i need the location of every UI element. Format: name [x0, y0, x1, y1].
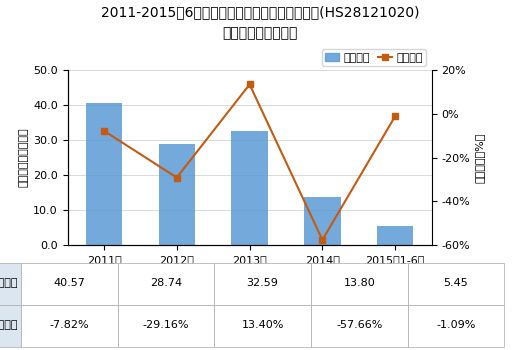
Bar: [231, 131, 268, 245]
Bar: [159, 145, 195, 245]
Y-axis label: 同比增速（%）: 同比增速（%）: [474, 132, 484, 183]
Text: 进口总额及增速统计: 进口总额及增速统计: [223, 26, 297, 40]
Bar: [86, 103, 122, 245]
Legend: 进口金额, 同比增长: 进口金额, 同比增长: [322, 49, 426, 66]
Y-axis label: 进口金额（万美元）: 进口金额（万美元）: [19, 128, 29, 187]
Bar: [304, 197, 341, 245]
Text: 2011-2015年6月氧氯化磷（磷酰氯、三氯氧磷）(HS28121020): 2011-2015年6月氧氯化磷（磷酰氯、三氯氧磷）(HS28121020): [101, 5, 419, 19]
Bar: [377, 226, 413, 245]
